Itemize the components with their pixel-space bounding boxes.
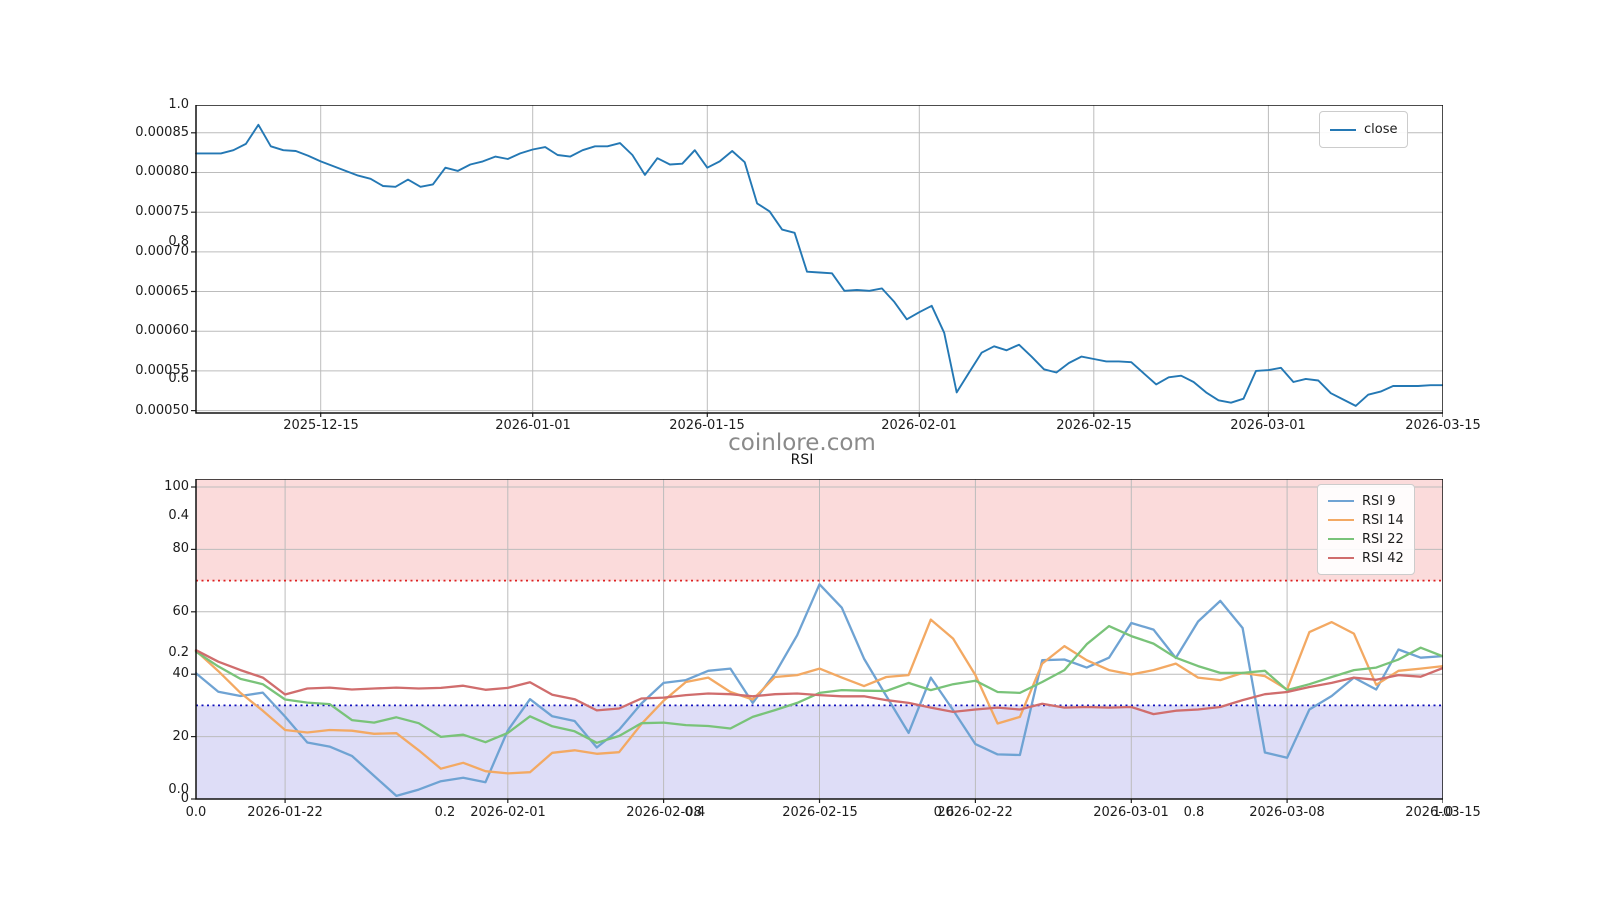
rsi-ytick-label: 80	[172, 541, 189, 556]
rsi-xtick-label: 2026-01-22	[247, 805, 323, 820]
rsi-xtick-label: 2026-02-15	[782, 805, 858, 820]
overlay-ytick-label: 0.2	[168, 645, 189, 660]
price-ytick-label: 0.00050	[135, 403, 189, 418]
legend-label: RSI 22	[1362, 531, 1404, 547]
overlay-xtick-label: 0.0	[185, 805, 207, 820]
rsi-ytick-label: 20	[172, 729, 189, 744]
price-ytick-label: 0.00070	[135, 244, 189, 259]
legend-item-rsi-9: RSI 9	[1328, 492, 1404, 511]
legend-line-sample	[1328, 519, 1354, 521]
price-xtick-label: 2025-12-15	[283, 418, 359, 433]
price-ytick-label: 0.00075	[135, 204, 189, 219]
legend-label: RSI 42	[1362, 550, 1404, 566]
legend-line-sample	[1328, 557, 1354, 559]
legend-line-sample	[1328, 500, 1354, 502]
overlay-xtick-label: 0.2	[434, 805, 456, 820]
legend-item-rsi-22: RSI 22	[1328, 530, 1404, 549]
price-ytick-label: 0.00080	[135, 164, 189, 179]
rsi-ytick-label: 0	[180, 791, 189, 806]
overlay-ytick-label: 0.0	[168, 782, 189, 797]
overlay-ytick-label: 0.8	[168, 234, 189, 249]
price-xtick-label: 2026-01-01	[495, 418, 571, 433]
legend-label: RSI 14	[1362, 512, 1404, 528]
overlay-ytick-label: 0.4	[168, 508, 189, 523]
rsi-xtick-label: 2026-02-08	[626, 805, 702, 820]
rsi-chart	[190, 479, 1443, 804]
price-chart	[190, 105, 1443, 418]
legend-line-sample	[1328, 538, 1354, 540]
rsi-ytick-label: 100	[164, 479, 189, 494]
price-xtick-label: 2026-03-15	[1405, 418, 1481, 433]
overlay-xtick-label: 1.0	[1432, 805, 1454, 820]
price-legend: close	[1319, 111, 1409, 148]
price-chart-svg	[191, 105, 1443, 417]
price-ytick-label: 0.00085	[135, 125, 189, 140]
rsi-xtick-label: 2026-03-15	[1405, 805, 1481, 820]
overlay-ytick-label: 1.0	[168, 97, 189, 112]
rsi-xtick-label: 2026-02-01	[470, 805, 546, 820]
price-xtick-label: 2026-01-15	[669, 418, 745, 433]
price-ytick-label: 0.00065	[135, 284, 189, 299]
legend-label: close	[1364, 122, 1398, 137]
price-xtick-label: 2026-02-01	[881, 418, 957, 433]
rsi-chart-title: RSI	[790, 452, 814, 468]
price-ytick-label: 0.00055	[135, 363, 189, 378]
rsi-xtick-label: 2026-03-01	[1093, 805, 1169, 820]
rsi-xtick-label: 2026-03-08	[1249, 805, 1325, 820]
price-xtick-label: 2026-02-15	[1056, 418, 1132, 433]
overlay-xtick-label: 0.6	[933, 805, 955, 820]
legend-line-sample	[1330, 128, 1356, 131]
legend-item-close: close	[1330, 120, 1397, 139]
rsi-ytick-label: 60	[172, 604, 189, 619]
overlay-ytick-label: 0.6	[168, 371, 189, 386]
overlay-xtick-label: 0.8	[1183, 805, 1205, 820]
rsi-xtick-label: 2026-02-22	[937, 805, 1013, 820]
rsi-legend: RSI 9 RSI 14 RSI 22 RSI 42	[1317, 484, 1415, 575]
legend-label: RSI 9	[1362, 493, 1396, 509]
legend-item-rsi-14: RSI 14	[1328, 511, 1404, 530]
rsi-chart-svg	[191, 479, 1443, 803]
overlay-xtick-label: 0.4	[684, 805, 706, 820]
rsi-ytick-label: 40	[172, 666, 189, 681]
price-ytick-label: 0.00060	[135, 323, 189, 338]
price-xtick-label: 2026-03-01	[1230, 418, 1306, 433]
watermark: coinlore.com	[728, 430, 876, 456]
legend-item-rsi-42: RSI 42	[1328, 549, 1404, 568]
